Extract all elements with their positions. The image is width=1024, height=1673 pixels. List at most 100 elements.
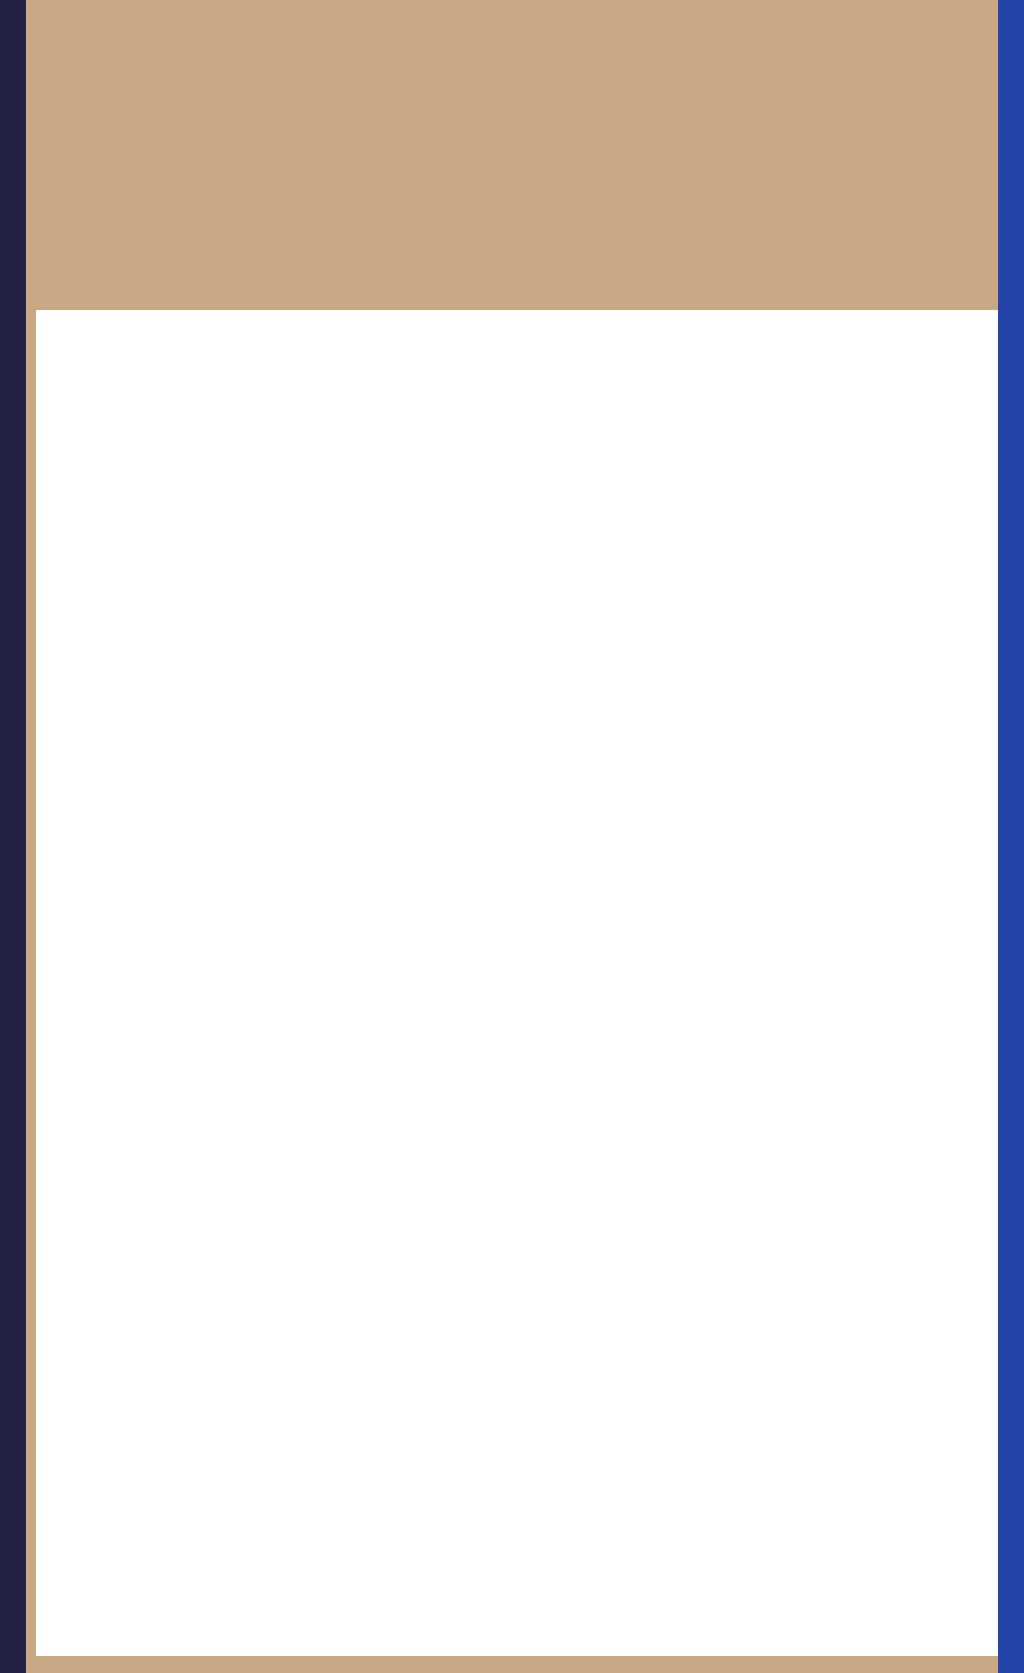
Text: in its outermost shell: in its outermost shell	[175, 1178, 296, 1188]
Text: 3.  ATOMS OF OTHER ELEMENTS: 3. ATOMS OF OTHER ELEMENTS	[55, 599, 268, 612]
Circle shape	[670, 1464, 675, 1472]
Circle shape	[557, 1412, 563, 1419]
Text: [: [	[430, 1397, 445, 1434]
Text: inconplete.: inconplete.	[75, 657, 144, 668]
Circle shape	[303, 1365, 308, 1372]
Circle shape	[676, 1369, 743, 1462]
Text: – formed due to mutual sharing of electrons –: – formed due to mutual sharing of electr…	[248, 1062, 506, 1072]
Text: complete.: complete.	[75, 509, 137, 519]
Circle shape	[488, 1375, 546, 1456]
Text: [elec. config. 2,8] or: [elec. config. 2,8] or	[358, 537, 478, 547]
Text: electrovalent compound.: electrovalent compound.	[195, 915, 351, 925]
Circle shape	[708, 1365, 712, 1372]
Circle shape	[220, 1636, 227, 1645]
Circle shape	[355, 1412, 361, 1419]
Text: Have: Have	[75, 629, 106, 639]
Circle shape	[479, 1375, 485, 1384]
Circle shape	[164, 1405, 177, 1425]
Circle shape	[674, 1412, 678, 1419]
Text: Formation of – a covalent compound [general diagram]: Formation of – a covalent compound [gene…	[59, 1581, 424, 1594]
Text: metallic element: metallic element	[494, 801, 587, 810]
Circle shape	[479, 1447, 485, 1456]
Text: 〈: 〈	[89, 773, 96, 785]
Circle shape	[474, 1355, 560, 1476]
Text: is called an –: is called an –	[339, 828, 418, 838]
Text: •: •	[65, 480, 72, 490]
Circle shape	[500, 1390, 535, 1439]
Circle shape	[544, 1412, 549, 1419]
Circle shape	[327, 1379, 332, 1385]
Text: 8 electrons: 8 electrons	[109, 537, 178, 547]
Circle shape	[548, 1643, 554, 1651]
Circle shape	[185, 1372, 189, 1379]
Text: Chemical Bonding: Chemical Bonding	[248, 323, 396, 338]
Text: •: •	[65, 565, 72, 576]
Text: Duplet.: Duplet.	[565, 1236, 611, 1246]
Text: redistribution of electrons: redistribution of electrons	[397, 1208, 562, 1218]
Text: – formed due to mutual sharing of electrons – between the: – formed due to mutual sharing of electr…	[233, 1002, 565, 1012]
Text: in outermost shell – e.g.: in outermost shell – e.g.	[282, 509, 423, 519]
Text: – formed between the two atoms –: – formed between the two atoms –	[233, 773, 430, 783]
Circle shape	[707, 1337, 713, 1345]
Circle shape	[152, 1452, 156, 1459]
Text: metallic element: metallic element	[219, 887, 312, 897]
Text: The chemical compound: The chemical compound	[98, 1062, 250, 1072]
Circle shape	[485, 1412, 490, 1419]
Circle shape	[656, 1342, 763, 1489]
Circle shape	[152, 1372, 156, 1379]
Text: Metallic – atom: Metallic – atom	[131, 1529, 210, 1539]
Text: +: +	[236, 1414, 250, 1430]
Text: chemical combination of atoms: chemical combination of atoms	[103, 1208, 299, 1218]
Text: [elec. config. 2, 8,8]: [elec. config. 2, 8,8]	[546, 537, 662, 547]
Text: –: –	[795, 1444, 800, 1454]
Text: +: +	[594, 1377, 603, 1387]
Text: non-metallic element: non-metallic element	[435, 887, 554, 897]
Text: leave each atom with a stable electronic configuration –: leave each atom with a stable electronic…	[65, 1236, 381, 1246]
Text: For an atom to achieve stable electronic configuration it must have –: For an atom to achieve stable electronic…	[65, 1121, 451, 1131]
Text: involves –: involves –	[319, 1208, 382, 1218]
Text: chemical bonding.: chemical bonding.	[455, 417, 557, 427]
Text: Non-metallic ion: Non-metallic ion	[667, 1529, 753, 1539]
Text: The chemical compound: The chemical compound	[109, 858, 259, 868]
Text: neon: neon	[319, 537, 347, 547]
Circle shape	[653, 1412, 659, 1419]
Circle shape	[670, 1358, 675, 1367]
Circle shape	[741, 1412, 745, 1419]
Text: .: .	[549, 915, 553, 925]
Circle shape	[702, 1405, 717, 1425]
Text: •: •	[89, 1149, 95, 1159]
Text: so as to –: so as to –	[599, 1208, 654, 1218]
Circle shape	[124, 1636, 131, 1645]
Text: They have: They have	[127, 509, 193, 519]
Circle shape	[340, 1464, 346, 1472]
Circle shape	[299, 1405, 312, 1425]
Circle shape	[527, 1353, 534, 1362]
Text: ]: ]	[777, 1397, 793, 1434]
Circle shape	[683, 1379, 688, 1385]
Circle shape	[269, 1412, 274, 1419]
Text: from the atom of a: from the atom of a	[109, 887, 216, 897]
Circle shape	[760, 1412, 766, 1419]
Circle shape	[708, 1459, 712, 1466]
Circle shape	[744, 1358, 750, 1367]
Text: ]: ]	[574, 1397, 590, 1434]
Text: 2: 2	[541, 920, 547, 930]
Text: two pairs of atoms of non-metallic elements.: two pairs of atoms of non-metallic eleme…	[103, 974, 353, 984]
Text: OCTET RULE: OCTET RULE	[695, 1178, 772, 1188]
Text: covalent bond.: covalent bond.	[522, 1031, 615, 1041]
Text: in outermost shell –: in outermost shell –	[185, 537, 302, 547]
Circle shape	[515, 1452, 519, 1459]
Text: 2 electrons: 2 electrons	[98, 1149, 172, 1159]
Text: molecule is called a –: molecule is called a –	[70, 417, 193, 427]
Text: Octet: Octet	[494, 1236, 527, 1246]
Circle shape	[527, 1469, 534, 1477]
Text: 2 electrons: 2 electrons	[205, 509, 274, 519]
Text: electrovalent bond.: electrovalent bond.	[426, 828, 549, 838]
Text: Noble gases have: Noble gases have	[75, 480, 177, 490]
Circle shape	[690, 1389, 729, 1442]
FancyBboxPatch shape	[74, 1057, 961, 1116]
Circle shape	[557, 1643, 564, 1651]
FancyBboxPatch shape	[84, 975, 950, 1034]
FancyBboxPatch shape	[48, 1265, 967, 1566]
Text: DUPLET RULE: DUPLET RULE	[667, 1149, 751, 1159]
